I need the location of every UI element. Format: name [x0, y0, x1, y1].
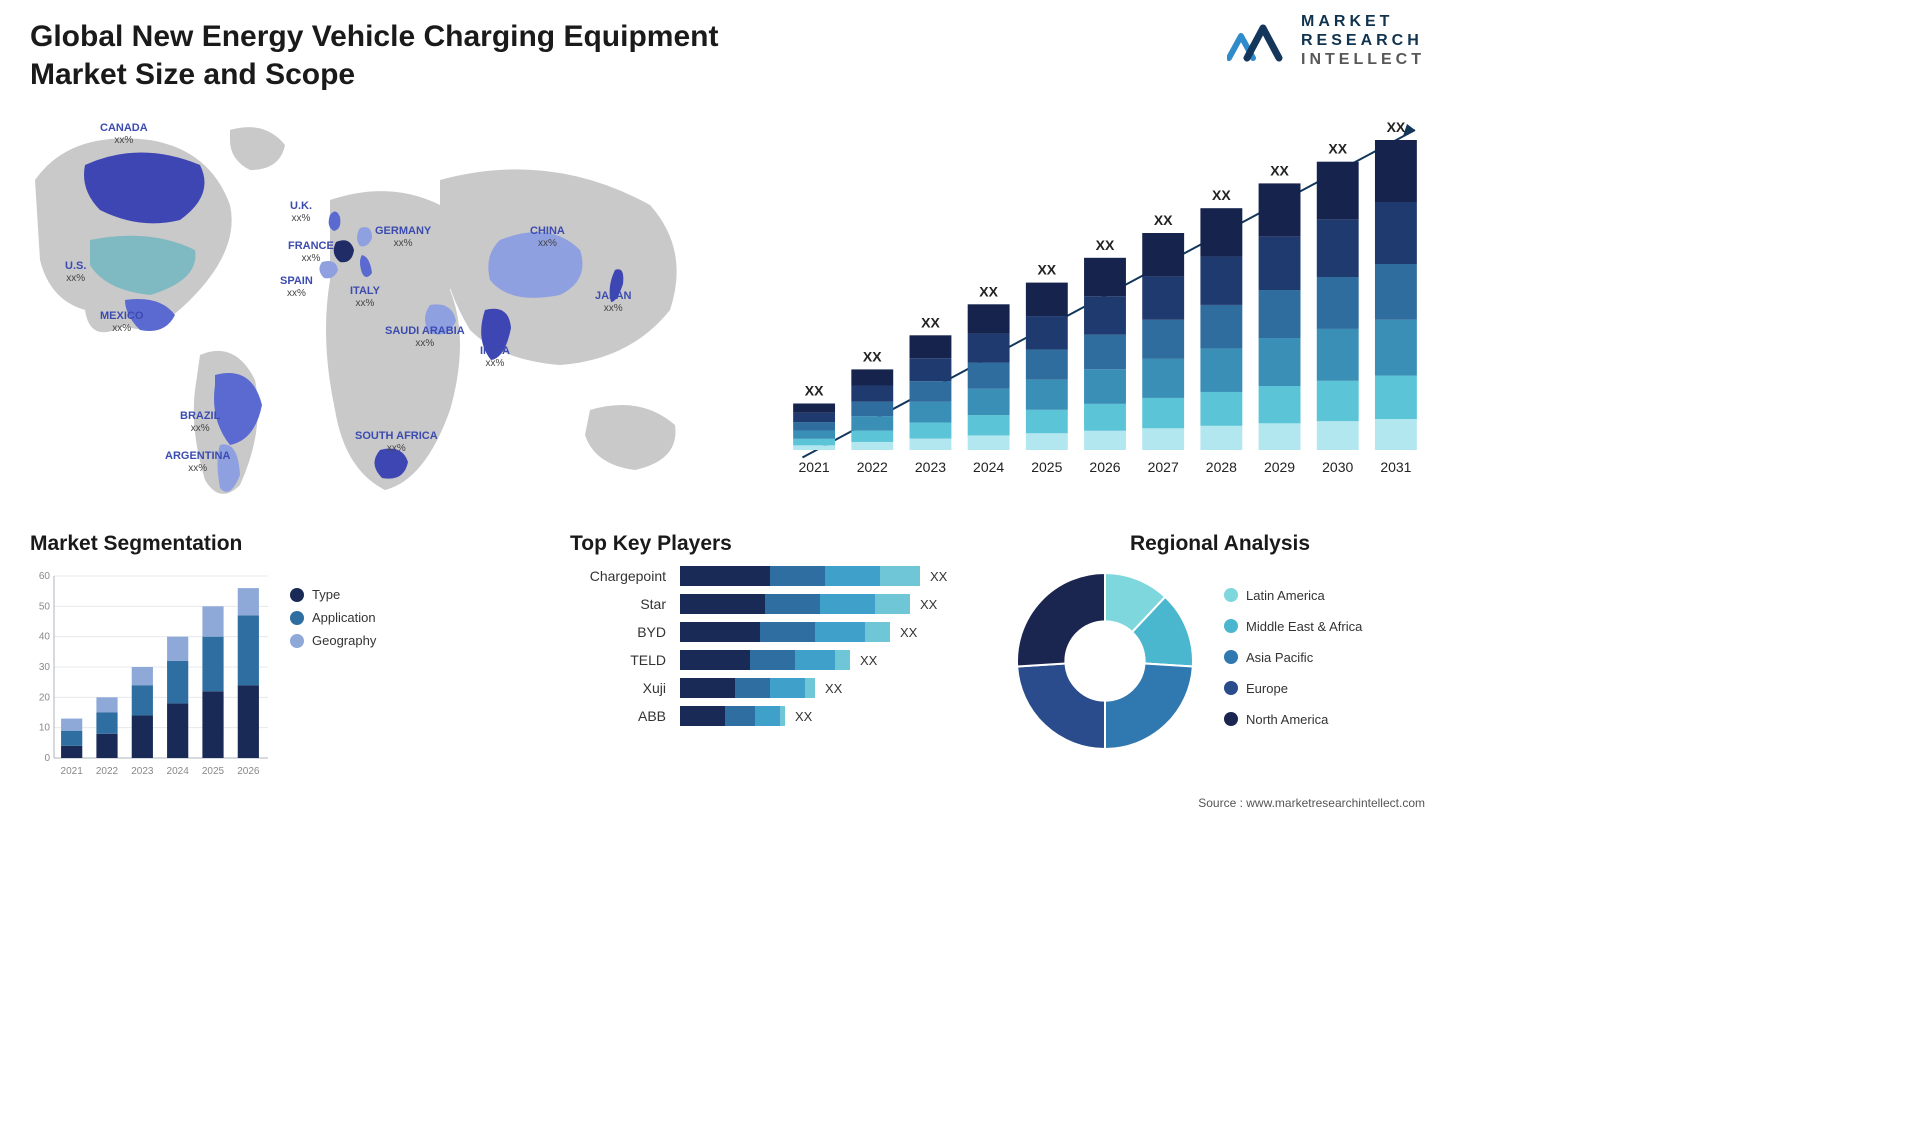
player-row-star: StarXX	[570, 594, 990, 614]
svg-text:XX: XX	[1328, 141, 1347, 157]
svg-text:2027: 2027	[1148, 459, 1179, 475]
map-label-u-k-: U.K.xx%	[290, 200, 312, 224]
svg-text:10: 10	[39, 723, 51, 734]
map-label-china: CHINAxx%	[530, 225, 565, 249]
svg-text:XX: XX	[863, 348, 882, 364]
regional-section: Regional Analysis Latin America Middle Ea…	[1010, 532, 1430, 792]
svg-text:XX: XX	[1212, 187, 1231, 203]
svg-text:XX: XX	[1096, 237, 1115, 253]
svg-text:0: 0	[44, 753, 50, 764]
svg-text:2026: 2026	[1089, 459, 1120, 475]
svg-text:2021: 2021	[799, 459, 830, 475]
svg-text:2026: 2026	[237, 766, 260, 777]
svg-text:50: 50	[39, 601, 51, 612]
map-label-spain: SPAINxx%	[280, 275, 313, 299]
svg-text:2031: 2031	[1380, 459, 1411, 475]
world-map: CANADAxx% U.S.xx% MEXICOxx% BRAZILxx% ARGENT…	[30, 110, 720, 510]
players-section: Top Key Players ChargepointXX StarXX BYDXX…	[570, 532, 990, 792]
player-row-xuji: XujiXX	[570, 678, 990, 698]
logo-text-1: MARKET	[1301, 12, 1425, 31]
svg-text:2024: 2024	[167, 766, 190, 777]
svg-text:XX: XX	[805, 383, 824, 399]
svg-text:2022: 2022	[96, 766, 119, 777]
region-legend-latin-america: Latin America	[1224, 588, 1362, 603]
segmentation-title: Market Segmentation	[30, 532, 440, 556]
svg-text:2023: 2023	[131, 766, 154, 777]
player-row-chargepoint: ChargepointXX	[570, 566, 990, 586]
regional-title: Regional Analysis	[1010, 532, 1430, 556]
map-label-canada: CANADAxx%	[100, 122, 148, 146]
map-label-brazil: BRAZILxx%	[180, 410, 220, 434]
svg-text:2025: 2025	[1031, 459, 1062, 475]
map-label-italy: ITALYxx%	[350, 285, 380, 309]
svg-text:2024: 2024	[973, 459, 1004, 475]
seg-legend-geography: Geography	[290, 633, 376, 648]
players-title: Top Key Players	[570, 532, 990, 556]
source-label: Source :	[1198, 796, 1243, 810]
map-label-germany: GERMANYxx%	[375, 225, 431, 249]
map-label-saudi-arabia: SAUDI ARABIAxx%	[385, 325, 465, 349]
map-label-japan: JAPANxx%	[595, 290, 631, 314]
map-label-france: FRANCExx%	[288, 240, 334, 264]
region-legend-asia-pacific: Asia Pacific	[1224, 650, 1362, 665]
source-line: Source : www.marketresearchintellect.com	[1198, 796, 1425, 810]
region-legend-europe: Europe	[1224, 681, 1362, 696]
logo-text-3: INTELLECT	[1301, 50, 1425, 69]
map-label-mexico: MEXICOxx%	[100, 310, 143, 334]
svg-text:20: 20	[39, 692, 51, 703]
svg-text:30: 30	[39, 662, 51, 673]
player-row-teld: TELDXX	[570, 650, 990, 670]
svg-text:XX: XX	[1387, 119, 1406, 135]
svg-text:2025: 2025	[202, 766, 225, 777]
map-label-south-africa: SOUTH AFRICAxx%	[355, 430, 438, 454]
svg-text:XX: XX	[1154, 212, 1173, 228]
page-title: Global New Energy Vehicle Charging Equip…	[30, 18, 810, 93]
svg-text:2029: 2029	[1264, 459, 1295, 475]
svg-text:XX: XX	[921, 314, 940, 330]
player-row-abb: ABBXX	[570, 706, 990, 726]
brand-logo: MARKET RESEARCH INTELLECT	[1227, 12, 1425, 70]
svg-text:2021: 2021	[61, 766, 84, 777]
svg-text:XX: XX	[1037, 262, 1056, 278]
source-value: www.marketresearchintellect.com	[1246, 796, 1425, 810]
seg-legend-application: Application	[290, 610, 376, 625]
region-legend-middle-east-africa: Middle East & Africa	[1224, 619, 1362, 634]
svg-text:2028: 2028	[1206, 459, 1237, 475]
svg-text:40: 40	[39, 632, 51, 643]
svg-text:2023: 2023	[915, 459, 946, 475]
svg-text:60: 60	[39, 571, 51, 582]
svg-text:2030: 2030	[1322, 459, 1353, 475]
player-row-byd: BYDXX	[570, 622, 990, 642]
map-label-india: INDIAxx%	[480, 345, 510, 369]
map-label-u-s-: U.S.xx%	[65, 260, 86, 284]
logo-mark-icon	[1227, 18, 1291, 64]
map-label-argentina: ARGENTINAxx%	[165, 450, 230, 474]
svg-text:XX: XX	[1270, 162, 1289, 178]
seg-legend-type: Type	[290, 587, 376, 602]
segmentation-section: Market Segmentation 0 10 20 30 40 50 60 2021 202…	[30, 532, 440, 792]
logo-text-2: RESEARCH	[1301, 31, 1425, 50]
svg-text:2022: 2022	[857, 459, 888, 475]
svg-text:XX: XX	[979, 283, 998, 299]
region-legend-north-america: North America	[1224, 712, 1362, 727]
growth-chart: XX 2021 XX 2022 XX 2023 XX 2024 XX 2025 XX 2026 XX 20…	[785, 110, 1425, 480]
